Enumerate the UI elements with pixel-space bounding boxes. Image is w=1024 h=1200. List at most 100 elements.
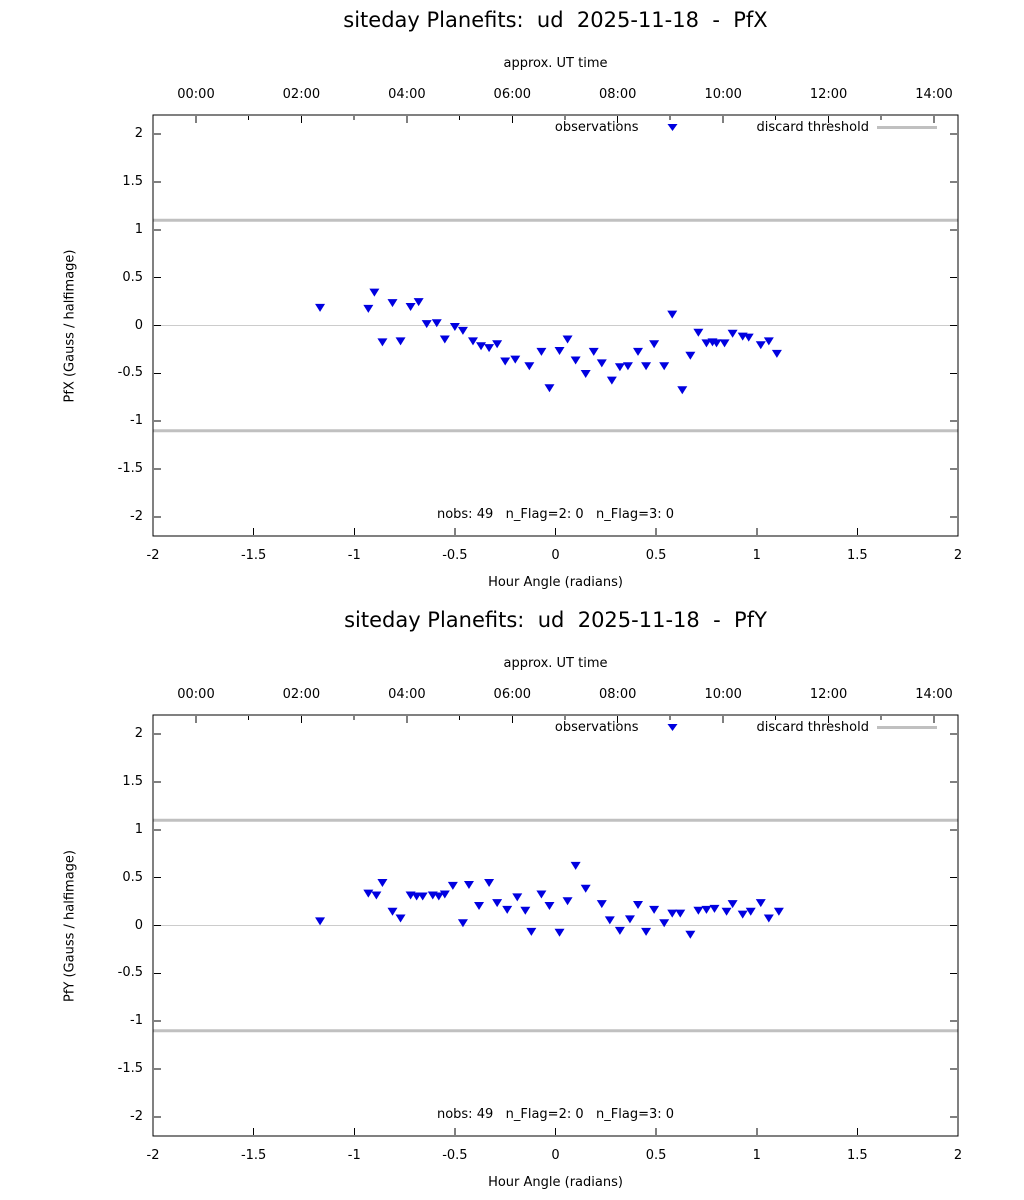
- observation-marker: [536, 347, 547, 356]
- observation-marker: [484, 879, 495, 888]
- y-tick-label: 2: [134, 126, 143, 142]
- observation-marker: [693, 906, 704, 915]
- ut-tick-label: 02:00: [282, 687, 321, 702]
- ut-tick-label: 06:00: [493, 87, 532, 102]
- stats-text: nobs: 49 n_Flag=2: 0 n_Flag=3: 0: [436, 507, 675, 522]
- y-tick-label: 1.5: [122, 173, 143, 189]
- y-tick-label: 2: [134, 726, 143, 742]
- y-tick-label: -1: [130, 1013, 143, 1029]
- threshold-line-sample: [877, 125, 937, 129]
- observation-marker: [667, 909, 678, 918]
- x-tick-label: -1.5: [240, 1148, 267, 1163]
- observation-marker: [675, 909, 686, 918]
- observation-marker: [622, 362, 633, 371]
- x-tick-label: -0.5: [442, 1148, 468, 1163]
- observation-marker: [745, 907, 756, 916]
- ut-tick-label: 14:00: [915, 87, 953, 102]
- observation-marker: [502, 905, 513, 914]
- observation-marker: [562, 897, 573, 906]
- observation-marker: [711, 339, 722, 348]
- observation-marker: [524, 362, 535, 371]
- x-tick-label: -2: [146, 548, 160, 563]
- observation-marker: [457, 326, 468, 335]
- x-tick-label: 0: [551, 1148, 560, 1163]
- observation-marker: [544, 384, 555, 393]
- observation-marker: [588, 347, 599, 356]
- observation-marker: [701, 905, 712, 914]
- observation-marker: [614, 363, 625, 372]
- observation-marker: [763, 337, 774, 346]
- observation-marker: [439, 890, 450, 899]
- observation-marker: [439, 335, 450, 344]
- observation-marker: [649, 340, 660, 349]
- ut-tick-label: 10:00: [704, 87, 742, 102]
- observation-marker: [413, 298, 424, 307]
- x-tick-label: 0: [551, 548, 560, 563]
- observation-marker: [377, 879, 388, 888]
- threshold-line-sample: [877, 725, 937, 729]
- y-tick-label: -2: [130, 508, 143, 524]
- ut-tick-label: 04:00: [388, 687, 426, 702]
- observation-marker: [596, 900, 607, 909]
- observation-marker: [484, 344, 495, 353]
- observation-marker: [449, 323, 460, 332]
- y-tick-label: -1.5: [117, 461, 143, 477]
- observation-marker: [369, 288, 380, 297]
- x-tick-label: -1: [347, 548, 361, 563]
- observation-marker: [773, 907, 784, 916]
- legend-threshold-label: discard threshold: [756, 119, 869, 135]
- x-tick-label: 1: [752, 548, 761, 563]
- ut-tick-label: 10:00: [704, 687, 742, 702]
- x-tick-label: -1: [347, 1148, 361, 1163]
- ut-tick-label: 00:00: [177, 87, 215, 102]
- ut-tick-label: 12:00: [809, 687, 848, 702]
- observation-marker: [727, 329, 738, 338]
- observation-marker: [659, 362, 670, 371]
- observation-marker: [641, 927, 652, 936]
- ut-tick-label: 14:00: [915, 687, 953, 702]
- observation-marker: [544, 902, 555, 911]
- observation-marker: [447, 881, 458, 890]
- y-tick-label: 1.5: [122, 773, 143, 789]
- y-tick-label: -0.5: [117, 365, 143, 381]
- observation-marker: [606, 376, 617, 385]
- legend-threshold-label: discard threshold: [756, 719, 869, 735]
- observation-marker: [667, 310, 678, 319]
- chart-title: siteday Planefits: ud 2025-11-18 - PfY: [344, 608, 767, 632]
- y-tick-label: 1: [134, 221, 143, 237]
- observation-marker: [685, 351, 696, 360]
- observation-marker: [562, 335, 573, 344]
- observation-marker: [536, 890, 547, 899]
- plot-area: [152, 114, 959, 537]
- y-tick-label: -2: [130, 1108, 143, 1124]
- top-axis-title: approx. UT time: [503, 656, 608, 671]
- observation-marker: [474, 902, 485, 911]
- y-axis-label: PfY (Gauss / halfimage): [62, 850, 78, 1002]
- triangle-down-icon: [667, 724, 678, 731]
- observation-marker: [596, 359, 607, 368]
- ut-tick-label: 02:00: [282, 87, 321, 102]
- observation-marker: [476, 342, 487, 351]
- observation-marker: [771, 349, 782, 358]
- observation-marker: [315, 303, 326, 312]
- observation-marker: [377, 338, 388, 347]
- ut-tick-label: 08:00: [598, 687, 637, 702]
- observation-marker: [467, 337, 478, 346]
- top-axis-title: approx. UT time: [503, 56, 608, 71]
- observation-marker: [395, 914, 406, 923]
- observation-marker: [363, 304, 374, 313]
- observation-marker: [614, 926, 625, 935]
- plot-area: [152, 714, 959, 1137]
- observation-marker: [743, 333, 754, 342]
- observation-marker: [387, 907, 398, 916]
- x-tick-label: 1.5: [847, 548, 868, 563]
- observation-marker: [721, 907, 732, 916]
- observation-marker: [727, 900, 738, 909]
- ut-tick-label: 06:00: [493, 687, 532, 702]
- observation-marker: [431, 319, 442, 328]
- observation-marker: [554, 346, 565, 355]
- legend-observations-label: observations: [554, 119, 639, 135]
- observation-marker: [677, 386, 688, 395]
- observation-marker: [659, 919, 670, 928]
